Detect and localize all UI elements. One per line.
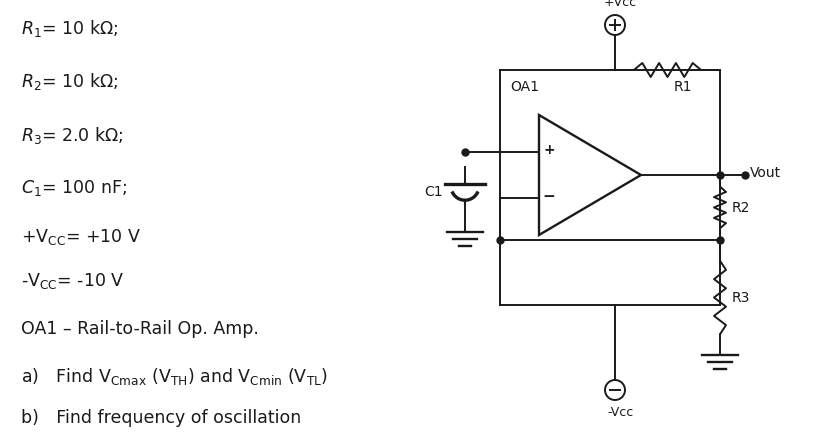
Text: a) Find V$_{\mathrm{Cmax}}$ (V$_{\mathrm{TH}}$) and V$_{\mathrm{Cmin}}$ (V$_{\ma: a) Find V$_{\mathrm{Cmax}}$ (V$_{\mathrm…: [21, 366, 327, 387]
Text: +Vcc: +Vcc: [604, 0, 637, 9]
Text: $\boldsymbol{R_1}$= 10 kΩ;: $\boldsymbol{R_1}$= 10 kΩ;: [21, 18, 117, 39]
Text: C1: C1: [424, 185, 443, 199]
Text: +V$_{\mathrm{CC}}$= +10 V: +V$_{\mathrm{CC}}$= +10 V: [21, 227, 141, 247]
Text: Vout: Vout: [750, 166, 782, 180]
Text: $\boldsymbol{C_1}$= 100 nF;: $\boldsymbol{C_1}$= 100 nF;: [21, 178, 127, 198]
Text: $\boldsymbol{R_2}$= 10 kΩ;: $\boldsymbol{R_2}$= 10 kΩ;: [21, 71, 117, 92]
Text: $\boldsymbol{R_3}$= 2.0 kΩ;: $\boldsymbol{R_3}$= 2.0 kΩ;: [21, 125, 123, 146]
Text: -V$_{\mathrm{CC}}$= -10 V: -V$_{\mathrm{CC}}$= -10 V: [21, 271, 124, 291]
Text: −: −: [543, 189, 556, 204]
Text: OA1 – Rail-to-Rail Op. Amp.: OA1 – Rail-to-Rail Op. Amp.: [21, 320, 259, 338]
Text: OA1: OA1: [510, 80, 539, 94]
Text: R3: R3: [732, 291, 750, 304]
Text: -Vcc: -Vcc: [607, 406, 633, 419]
Text: R1: R1: [673, 80, 691, 94]
Text: b) Find frequency of oscillation: b) Find frequency of oscillation: [21, 409, 301, 427]
Text: R2: R2: [732, 201, 750, 214]
Text: +: +: [543, 143, 555, 157]
